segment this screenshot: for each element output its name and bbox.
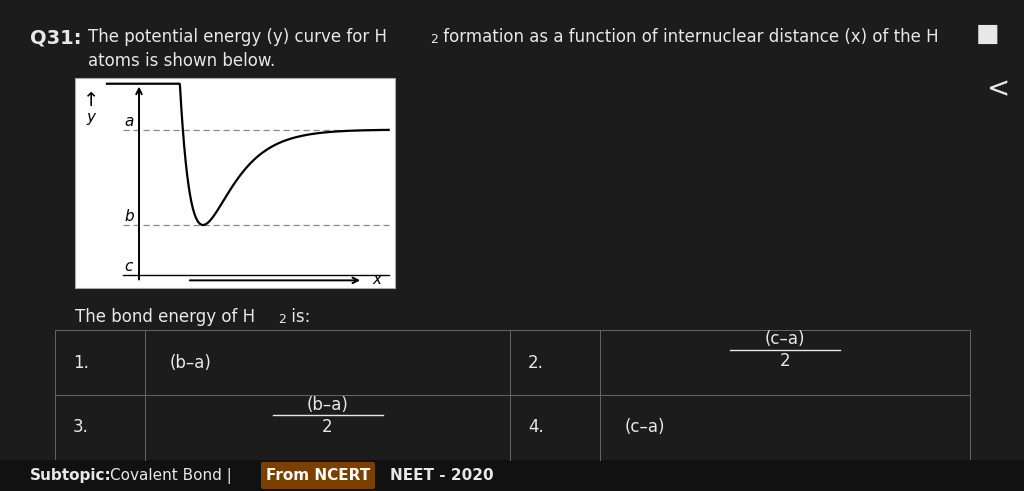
- Text: Subtopic:: Subtopic:: [30, 468, 112, 483]
- Text: 1.: 1.: [73, 354, 89, 372]
- Text: The potential energy (y) curve for H: The potential energy (y) curve for H: [88, 28, 387, 46]
- Text: (b–a): (b–a): [170, 354, 212, 372]
- Text: <: <: [986, 75, 1010, 103]
- Text: y: y: [86, 110, 95, 126]
- Text: Covalent Bond |: Covalent Bond |: [110, 467, 231, 484]
- Text: ■: ■: [976, 22, 999, 46]
- Text: 2: 2: [323, 417, 333, 436]
- Text: (c–a): (c–a): [765, 330, 805, 349]
- Text: (b–a): (b–a): [306, 395, 348, 413]
- Text: 2: 2: [779, 353, 791, 371]
- Text: atoms is shown below.: atoms is shown below.: [88, 52, 275, 70]
- Text: x: x: [373, 272, 382, 287]
- Text: 4.: 4.: [528, 418, 544, 436]
- Bar: [75, 78, 395, 288]
- Text: c: c: [125, 259, 133, 273]
- FancyBboxPatch shape: [261, 462, 375, 489]
- Text: NEET - 2020: NEET - 2020: [390, 468, 494, 483]
- Text: From NCERT: From NCERT: [266, 468, 370, 483]
- Bar: [55, 330, 970, 460]
- Text: b: b: [125, 209, 134, 224]
- Text: (c–a): (c–a): [625, 418, 666, 436]
- Text: Q31:: Q31:: [30, 28, 82, 47]
- Text: formation as a function of internuclear distance (x) of the H: formation as a function of internuclear …: [438, 28, 939, 46]
- Text: The bond energy of H: The bond energy of H: [75, 308, 255, 326]
- Bar: [0, 460, 1024, 491]
- Text: 2: 2: [430, 33, 438, 46]
- Text: 2: 2: [278, 313, 286, 326]
- Text: a: a: [125, 113, 134, 129]
- Text: 2.: 2.: [528, 354, 544, 372]
- Text: is:: is:: [286, 308, 310, 326]
- Text: 3.: 3.: [73, 418, 89, 436]
- Text: ↑: ↑: [83, 91, 99, 110]
